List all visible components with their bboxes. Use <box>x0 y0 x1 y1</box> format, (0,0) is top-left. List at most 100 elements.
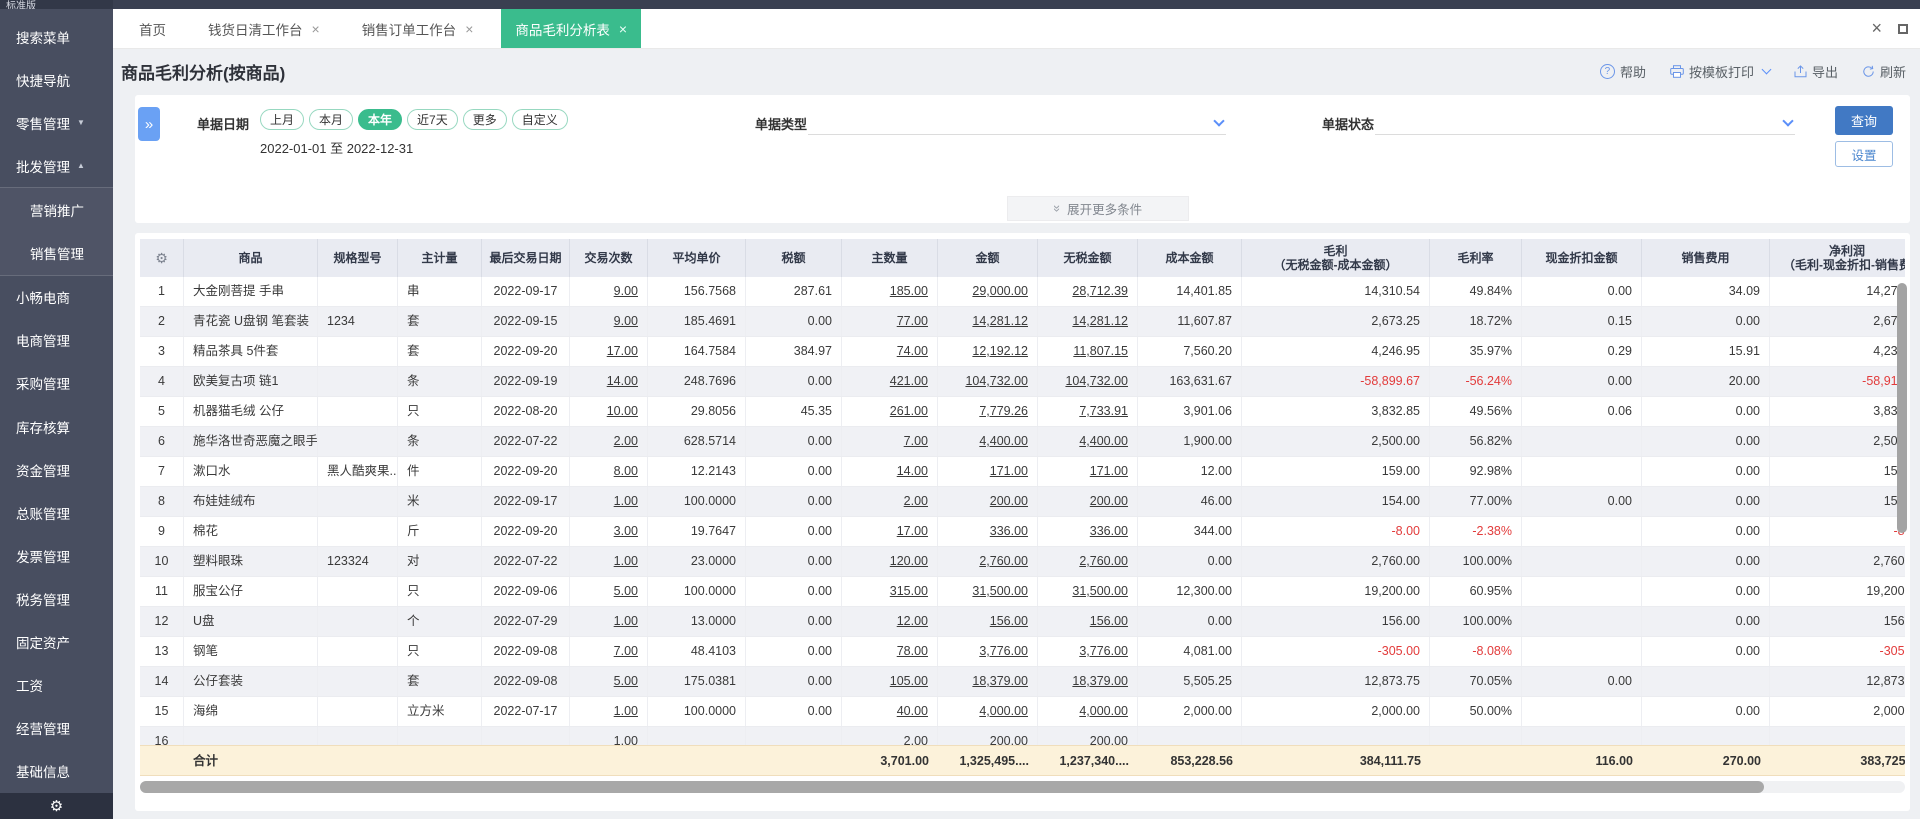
cell-qty[interactable]: 2.00 <box>842 727 938 745</box>
cell-qty[interactable]: 14.00 <box>842 457 938 486</box>
horizontal-scrollbar-thumb[interactable] <box>140 781 1764 793</box>
table-row[interactable]: 15 海绵 立方米 2022-07-17 1.00 100.0000 0.00 40.00 4,… <box>140 697 1905 727</box>
cell-untaxed[interactable]: 14,281.12 <box>1038 307 1138 336</box>
table-row[interactable]: 5 机器猫毛绒 公仔 只 2022-08-20 10.00 29.8056 45.35 261… <box>140 397 1905 427</box>
collapse-filters-button[interactable]: » <box>138 107 160 141</box>
sidebar-item[interactable]: 税务管理 <box>0 577 113 620</box>
vertical-scrollbar-thumb[interactable] <box>1897 283 1907 533</box>
sidebar-item[interactable]: 电商管理 <box>0 319 113 362</box>
gear-icon[interactable]: ⚙ <box>49 798 64 815</box>
cell-qty[interactable]: 78.00 <box>842 637 938 666</box>
table-row[interactable]: 3 精品茶具 5件套套 2022-09-20 17.00 164.7584 384.97 7… <box>140 337 1905 367</box>
close-icon[interactable]: × <box>465 20 474 37</box>
date-option-pill[interactable]: 自定义 <box>511 109 568 130</box>
date-option-pill[interactable]: 更多 <box>462 109 507 130</box>
horizontal-scrollbar-track[interactable] <box>140 781 1905 793</box>
cell-amount[interactable]: 2,760.00 <box>938 547 1038 576</box>
column-header-spec[interactable]: 规格型号 <box>318 239 398 277</box>
cell-untaxed[interactable]: 4,400.00 <box>1038 427 1138 456</box>
sidebar-item[interactable]: 资金管理 <box>0 448 113 491</box>
cell-txn_count[interactable]: 3.00 <box>570 517 648 546</box>
table-row[interactable]: 4 欧美复古项 链1 条 2022-09-19 14.00 248.7696 0.00 421… <box>140 367 1905 397</box>
export-button[interactable]: 导出 <box>1794 62 1838 81</box>
sidebar-item[interactable]: 营销推广 <box>0 187 113 232</box>
sidebar-item[interactable]: 发票管理 <box>0 534 113 577</box>
sidebar-item[interactable]: 搜索菜单 <box>0 15 113 58</box>
refresh-button[interactable]: 刷新 <box>1862 62 1906 81</box>
table-row[interactable]: 2 青花瓷 U盘钢 笔套装 1234 套 2022-09-15 9.00 185.4691 0… <box>140 307 1905 337</box>
cell-txn_count[interactable]: 5.00 <box>570 667 648 696</box>
cell-untaxed[interactable]: 200.00 <box>1038 487 1138 516</box>
date-option-pill[interactable]: 上月 <box>260 109 305 130</box>
cell-amount[interactable]: 200.00 <box>938 727 1038 745</box>
table-row[interactable]: 9 棉花斤 2022-09-20 3.00 19.7647 0.00 17.00 336.00… <box>140 517 1905 547</box>
settings-button[interactable]: 设置 <box>1835 141 1893 167</box>
cell-amount[interactable]: 3,776.00 <box>938 637 1038 666</box>
sidebar-item[interactable]: 批发管理 ▲ <box>0 144 113 187</box>
cell-untaxed[interactable]: 156.00 <box>1038 607 1138 636</box>
table-row[interactable]: 11 服宝公仔只 2022-09-06 5.00 100.0000 0.00 315.00 3… <box>140 577 1905 607</box>
cell-amount[interactable]: 104,732.00 <box>938 367 1038 396</box>
cell-amount[interactable]: 31,500.00 <box>938 577 1038 606</box>
sidebar-item[interactable]: 固定资产 <box>0 621 113 664</box>
cell-txn_count[interactable]: 17.00 <box>570 337 648 366</box>
table-row[interactable]: 14 公仔套装套 2022-09-08 5.00 175.0381 0.00 105.00 1… <box>140 667 1905 697</box>
cell-qty[interactable]: 7.00 <box>842 427 938 456</box>
cell-untaxed[interactable]: 11,807.15 <box>1038 337 1138 366</box>
cell-qty[interactable]: 421.00 <box>842 367 938 396</box>
expand-more-conditions-button[interactable]: » 展开更多条件 <box>1007 196 1189 221</box>
close-icon[interactable]: × <box>311 20 320 37</box>
column-header-cost[interactable]: 成本金额 <box>1138 239 1242 277</box>
cell-untaxed[interactable]: 200.00 <box>1038 727 1138 745</box>
date-option-pill[interactable]: 近7天 <box>407 109 458 130</box>
fullscreen-icon[interactable] <box>1898 23 1908 34</box>
table-row[interactable]: 16 1.00 2.00 200.00 200.00 <box>140 727 1905 745</box>
cell-amount[interactable]: 12,192.12 <box>938 337 1038 366</box>
sidebar-item[interactable]: 零售管理 ▼ <box>0 101 113 144</box>
cell-amount[interactable]: 156.00 <box>938 607 1038 636</box>
sidebar-item[interactable]: 经营管理 <box>0 707 113 750</box>
cell-txn_count[interactable]: 9.00 <box>570 307 648 336</box>
cell-untaxed[interactable]: 4,000.00 <box>1038 697 1138 726</box>
cell-qty[interactable]: 315.00 <box>842 577 938 606</box>
sidebar-item[interactable]: 快捷导航 <box>0 58 113 101</box>
chevron-down-icon[interactable] <box>1761 64 1772 75</box>
cell-txn_count[interactable]: 14.00 <box>570 367 648 396</box>
table-row[interactable]: 12 U盘个 2022-07-29 1.00 13.0000 0.00 12.00 156.0… <box>140 607 1905 637</box>
column-header-product[interactable]: 商品 <box>184 239 318 277</box>
cell-qty[interactable]: 2.00 <box>842 487 938 516</box>
sidebar-item[interactable]: 库存核算 <box>0 405 113 448</box>
doc-type-select[interactable] <box>808 109 1226 135</box>
cell-untaxed[interactable]: 336.00 <box>1038 517 1138 546</box>
cell-txn_count[interactable]: 1.00 <box>570 487 648 516</box>
column-header-last_date[interactable]: 最后交易日期 <box>482 239 570 277</box>
cell-txn_count[interactable]: 10.00 <box>570 397 648 426</box>
cell-untaxed[interactable]: 31,500.00 <box>1038 577 1138 606</box>
cell-amount[interactable]: 18,379.00 <box>938 667 1038 696</box>
cell-qty[interactable]: 74.00 <box>842 337 938 366</box>
cell-txn_count[interactable]: 7.00 <box>570 637 648 666</box>
cell-txn_count[interactable]: 1.00 <box>570 727 648 745</box>
tab-sales-order-workbench[interactable]: 销售订单工作台 × <box>348 9 488 48</box>
column-header-amount[interactable]: 金额 <box>938 239 1038 277</box>
print-by-template-button[interactable]: 按模板打印 <box>1670 62 1772 81</box>
column-header-net_profit[interactable]: 净利润 （毛利-现金折扣-销售费 <box>1770 239 1905 277</box>
date-option-pill[interactable]: 本月 <box>309 109 354 130</box>
table-row[interactable]: 8 布娃娃绒布米 2022-09-17 1.00 100.0000 0.00 2.00 200… <box>140 487 1905 517</box>
doc-status-select[interactable] <box>1375 109 1795 135</box>
cell-qty[interactable]: 40.00 <box>842 697 938 726</box>
cell-txn_count[interactable]: 1.00 <box>570 697 648 726</box>
cell-untaxed[interactable]: 18,379.00 <box>1038 667 1138 696</box>
column-header-sales_expense[interactable]: 销售费用 <box>1642 239 1770 277</box>
cell-amount[interactable]: 29,000.00 <box>938 277 1038 306</box>
cell-qty[interactable]: 77.00 <box>842 307 938 336</box>
cell-qty[interactable]: 185.00 <box>842 277 938 306</box>
cell-txn_count[interactable]: 1.00 <box>570 607 648 636</box>
column-header-txn_count[interactable]: 交易次数 <box>570 239 648 277</box>
tab-daily-clear-workbench[interactable]: 钱货日清工作台 × <box>194 9 334 48</box>
tab-home[interactable]: 首页 <box>125 9 180 48</box>
cell-qty[interactable]: 17.00 <box>842 517 938 546</box>
sidebar-item[interactable]: 采购管理 <box>0 362 113 405</box>
gear-icon[interactable]: ⚙ <box>155 250 168 266</box>
cell-amount[interactable]: 171.00 <box>938 457 1038 486</box>
